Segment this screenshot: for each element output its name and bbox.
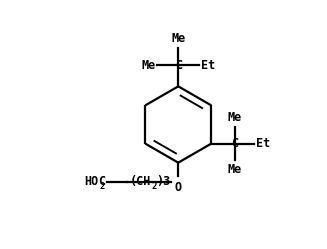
Text: C: C [175, 59, 182, 72]
Text: )3: )3 [157, 175, 171, 188]
Text: Me: Me [228, 111, 242, 124]
Text: 2: 2 [152, 182, 157, 191]
Text: 2: 2 [100, 182, 105, 191]
Text: Et: Et [256, 137, 271, 150]
Text: HO: HO [84, 175, 98, 188]
Text: Me: Me [141, 59, 155, 72]
Text: Et: Et [201, 59, 215, 72]
Text: Me: Me [171, 32, 185, 45]
Text: (CH: (CH [130, 175, 151, 188]
Text: C: C [98, 175, 106, 188]
Text: C: C [231, 137, 238, 150]
Text: O: O [175, 181, 182, 194]
Text: Me: Me [228, 163, 242, 176]
